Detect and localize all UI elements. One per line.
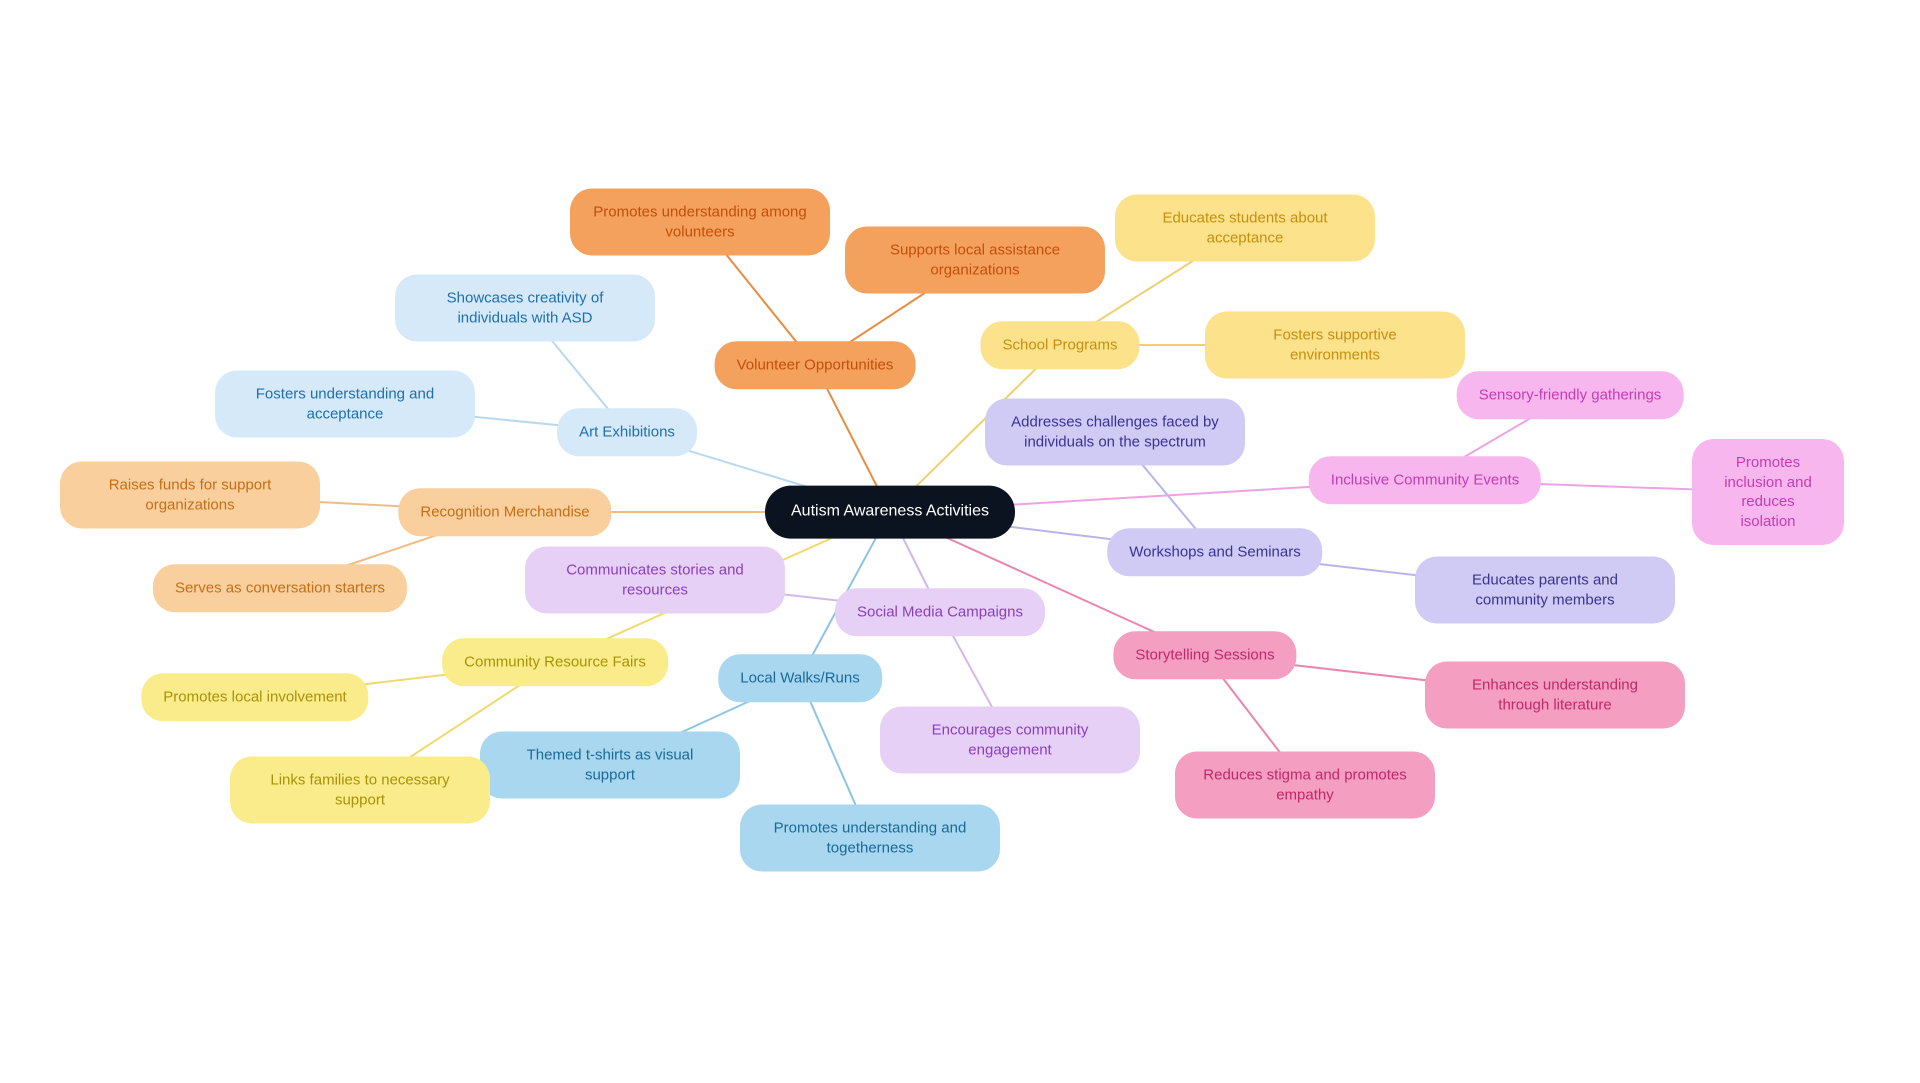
node-label: Enhances understanding through literatur…	[1472, 677, 1638, 714]
node-label: Supports local assistance organizations	[890, 242, 1060, 279]
node-label: Promotes understanding and togetherness	[774, 820, 967, 857]
node-soc-1: Communicates stories and resources	[525, 547, 785, 614]
node-vol-2: Supports local assistance organizations	[845, 227, 1105, 294]
node-social: Social Media Campaigns	[835, 588, 1045, 636]
node-inc-1: Sensory-friendly gatherings	[1457, 371, 1684, 419]
node-label: Inclusive Community Events	[1331, 471, 1519, 488]
node-label: Showcases creativity of individuals with…	[447, 290, 604, 327]
node-st-2: Reduces stigma and promotes empathy	[1175, 752, 1435, 819]
edge-layer	[0, 0, 1920, 1083]
node-ws-1: Addresses challenges faced by individual…	[985, 399, 1245, 466]
node-res-2: Links families to necessary support	[230, 757, 490, 824]
node-st-1: Enhances understanding through literatur…	[1425, 662, 1685, 729]
node-label: Sensory-friendly gatherings	[1479, 386, 1662, 403]
node-res-1: Promotes local involvement	[141, 673, 368, 721]
node-walk-2: Promotes understanding and togetherness	[740, 805, 1000, 872]
node-walk-1: Themed t-shirts as visual support	[480, 732, 740, 799]
node-label: Fosters supportive environments	[1273, 327, 1396, 364]
node-label: Themed t-shirts as visual support	[527, 747, 694, 784]
node-label: Storytelling Sessions	[1135, 646, 1274, 663]
node-soc-2: Encourages community engagement	[880, 707, 1140, 774]
node-label: Art Exhibitions	[579, 423, 675, 440]
node-workshops: Workshops and Seminars	[1107, 528, 1322, 576]
node-inc-2: Promotes inclusion and reduces isolation	[1692, 439, 1844, 545]
node-art-2: Fosters understanding and acceptance	[215, 371, 475, 438]
node-label: Volunteer Opportunities	[737, 356, 894, 373]
node-storytelling: Storytelling Sessions	[1113, 631, 1296, 679]
node-label: Links families to necessary support	[270, 772, 449, 809]
node-label: Reduces stigma and promotes empathy	[1203, 767, 1406, 804]
node-volunteer: Volunteer Opportunities	[715, 341, 916, 389]
node-label: Autism Awareness Activities	[791, 503, 989, 520]
node-merchandise: Recognition Merchandise	[398, 488, 611, 536]
node-label: Raises funds for support organizations	[109, 477, 272, 514]
node-inclusive: Inclusive Community Events	[1309, 456, 1541, 504]
node-art-1: Showcases creativity of individuals with…	[395, 275, 655, 342]
node-label: Serves as conversation starters	[175, 579, 385, 596]
node-center: Autism Awareness Activities	[765, 486, 1015, 539]
node-label: Promotes inclusion and reduces isolation	[1724, 454, 1812, 530]
node-ws-2: Educates parents and community members	[1415, 557, 1675, 624]
node-school: School Programs	[980, 321, 1139, 369]
node-vol-1: Promotes understanding among volunteers	[570, 189, 830, 256]
node-label: Workshops and Seminars	[1129, 543, 1300, 560]
node-label: Community Resource Fairs	[464, 653, 646, 670]
node-label: Fosters understanding and acceptance	[256, 386, 434, 423]
node-mer-1: Raises funds for support organizations	[60, 462, 320, 529]
node-label: Promotes understanding among volunteers	[593, 204, 806, 241]
node-label: Social Media Campaigns	[857, 603, 1023, 620]
node-label: Communicates stories and resources	[566, 562, 744, 599]
node-label: Educates students about acceptance	[1162, 210, 1327, 247]
node-resource: Community Resource Fairs	[442, 638, 668, 686]
node-sch-2: Fosters supportive environments	[1205, 312, 1465, 379]
node-label: Promotes local involvement	[163, 688, 346, 705]
node-art: Art Exhibitions	[557, 408, 697, 456]
node-label: School Programs	[1002, 336, 1117, 353]
node-label: Encourages community engagement	[932, 722, 1089, 759]
node-label: Educates parents and community members	[1472, 572, 1618, 609]
node-walks: Local Walks/Runs	[718, 654, 882, 702]
node-label: Recognition Merchandise	[420, 503, 589, 520]
node-mer-2: Serves as conversation starters	[153, 564, 407, 612]
node-sch-1: Educates students about acceptance	[1115, 195, 1375, 262]
node-label: Addresses challenges faced by individual…	[1011, 414, 1219, 451]
node-label: Local Walks/Runs	[740, 669, 860, 686]
